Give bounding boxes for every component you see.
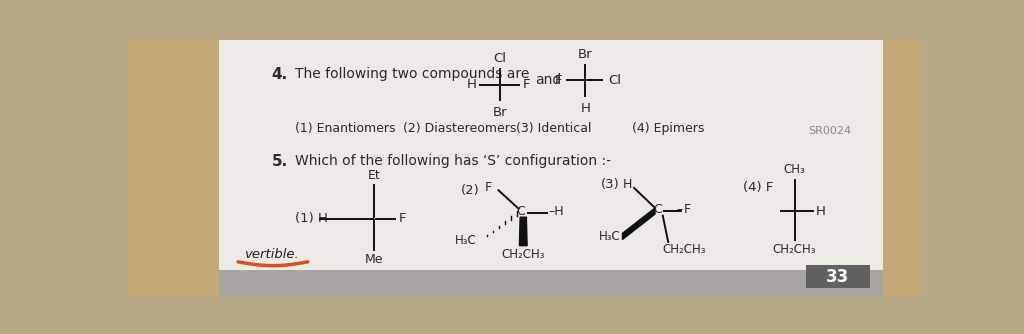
Text: 5.: 5. xyxy=(271,154,288,169)
Text: F: F xyxy=(485,181,493,194)
Text: Me: Me xyxy=(366,253,384,266)
Text: Cl: Cl xyxy=(608,73,622,87)
Text: H: H xyxy=(816,204,826,217)
Text: F: F xyxy=(555,73,562,87)
Text: 33: 33 xyxy=(826,268,850,286)
Text: Br: Br xyxy=(493,106,507,119)
Text: H: H xyxy=(581,102,590,115)
Text: (4) Epimers: (4) Epimers xyxy=(632,122,705,135)
Text: H: H xyxy=(467,78,477,91)
Text: (3): (3) xyxy=(601,178,620,191)
Text: The following two compounds are: The following two compounds are xyxy=(295,67,529,81)
Text: C: C xyxy=(516,204,525,217)
Text: Cl: Cl xyxy=(494,52,507,65)
Text: F: F xyxy=(523,78,530,91)
Bar xyxy=(219,270,883,297)
Text: (4) F: (4) F xyxy=(742,181,773,194)
Text: C: C xyxy=(653,203,662,216)
Text: (3) Identical: (3) Identical xyxy=(515,122,591,135)
Text: CH₂CH₃: CH₂CH₃ xyxy=(663,243,707,257)
Text: (2): (2) xyxy=(461,184,480,197)
Bar xyxy=(128,40,228,297)
Polygon shape xyxy=(519,217,527,246)
Text: F: F xyxy=(684,203,691,216)
Text: 4.: 4. xyxy=(271,67,288,82)
Text: H: H xyxy=(623,178,632,191)
Polygon shape xyxy=(623,208,655,239)
Text: Which of the following has ‘S’ configuration :-: Which of the following has ‘S’ configura… xyxy=(295,154,610,168)
Text: SR0024: SR0024 xyxy=(809,126,852,136)
Text: –H: –H xyxy=(549,205,564,218)
Text: Et: Et xyxy=(368,169,381,182)
Bar xyxy=(806,265,869,288)
Text: F: F xyxy=(399,212,407,225)
Bar xyxy=(883,40,922,297)
Text: (1) Enantiomers: (1) Enantiomers xyxy=(295,122,395,135)
Bar xyxy=(219,40,883,279)
Text: H₃C: H₃C xyxy=(455,234,477,247)
Text: vertible.: vertible. xyxy=(245,247,299,261)
Text: CH₂CH₃: CH₂CH₃ xyxy=(502,248,545,261)
Text: H₃C: H₃C xyxy=(598,230,621,243)
Text: and: and xyxy=(535,73,561,87)
Text: CH₃: CH₃ xyxy=(783,163,805,176)
Text: (2) Diastereomers: (2) Diastereomers xyxy=(403,122,516,135)
Text: Br: Br xyxy=(578,48,593,61)
Text: –: – xyxy=(676,203,682,216)
Text: CH₂CH₃: CH₂CH₃ xyxy=(773,243,816,257)
Text: (1) H: (1) H xyxy=(295,212,328,225)
